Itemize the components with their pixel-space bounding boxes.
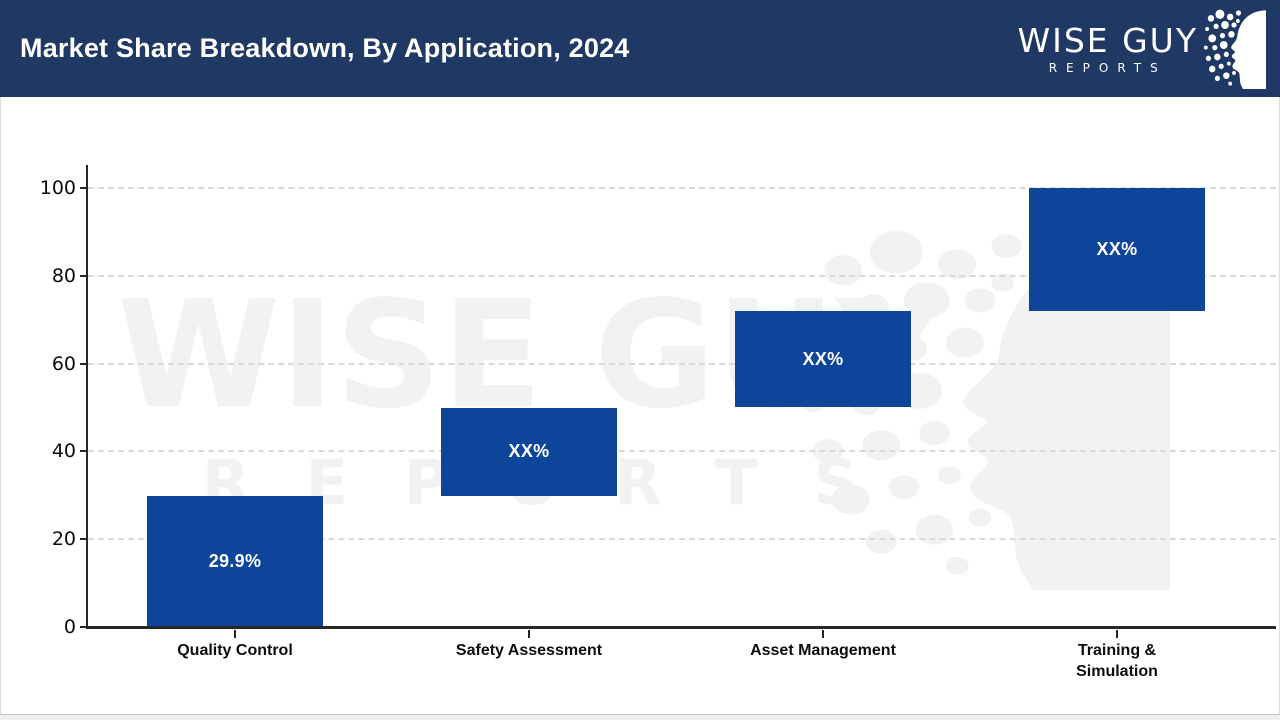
- gridline-80: [88, 274, 1276, 277]
- x-tick-mark-asset-management: [822, 630, 824, 638]
- gridline-100: [88, 187, 1276, 189]
- bar-value-label-training-simulation: XX%: [1096, 238, 1138, 259]
- gridline-40: [88, 450, 1276, 453]
- gridline-20: [88, 538, 1276, 541]
- bar-value-label-safety-assessment: XX%: [508, 441, 550, 462]
- x-category-label-asset-management: Asset Management: [713, 640, 933, 661]
- left-edge-border: [0, 97, 1, 720]
- bar-asset-management: XX%: [735, 310, 911, 408]
- y-tick-mark-80: [80, 274, 88, 277]
- y-tick-label-80: 80: [51, 264, 76, 287]
- brand-subtitle: REPORTS: [1048, 60, 1167, 75]
- x-category-label-line: Quality Control: [177, 642, 293, 659]
- y-tick-mark-40: [80, 450, 88, 453]
- y-tick-label-20: 20: [51, 528, 76, 551]
- y-tick-mark-20: [80, 538, 88, 541]
- bar-training-simulation: XX%: [1029, 188, 1205, 311]
- x-tick-mark-training-simulation: [1116, 630, 1118, 638]
- x-tick-mark-safety-assessment: [528, 630, 530, 638]
- bar-value-label-asset-management: XX%: [802, 348, 844, 369]
- bar-safety-assessment: XX%: [441, 407, 617, 496]
- x-axis-line: [88, 626, 1276, 629]
- y-tick-label-100: 100: [39, 177, 76, 199]
- x-category-label-line: Simulation: [1076, 663, 1158, 680]
- y-tick-mark-100: [80, 187, 88, 189]
- y-tick-mark-0: [80, 626, 88, 628]
- gridline-60: [88, 362, 1276, 365]
- x-category-label-line: Training &: [1077, 642, 1157, 659]
- bar-quality-control: 29.9%: [147, 495, 323, 627]
- x-tick-mark-quality-control: [234, 630, 236, 638]
- y-tick-mark-60: [80, 362, 88, 365]
- y-axis-line: [86, 165, 88, 629]
- x-category-label-line: Safety Assessment: [455, 642, 603, 659]
- brand-logo: WISE GUY REPORTS: [1017, 6, 1266, 92]
- bar-value-label-quality-control: 29.9%: [208, 550, 262, 571]
- x-category-label-training-simulation: Training & Simulation: [1007, 640, 1227, 682]
- brand-name: WISE GUY: [1017, 20, 1198, 60]
- y-tick-label-60: 60: [51, 352, 76, 375]
- bottom-strip: [0, 714, 1280, 720]
- y-tick-label-0: 0: [63, 616, 76, 638]
- chart-title: Market Share Breakdown, By Application, …: [20, 33, 630, 63]
- x-category-label-line: Asset Management: [750, 642, 896, 659]
- brand-wordmark: WISE GUY REPORTS: [1017, 20, 1198, 75]
- x-category-label-safety-assessment: Safety Assessment: [419, 640, 639, 661]
- header: Market Share Breakdown, By Application, …: [0, 0, 1280, 97]
- x-category-label-quality-control: Quality Control: [125, 640, 345, 661]
- y-tick-label-40: 40: [51, 440, 76, 463]
